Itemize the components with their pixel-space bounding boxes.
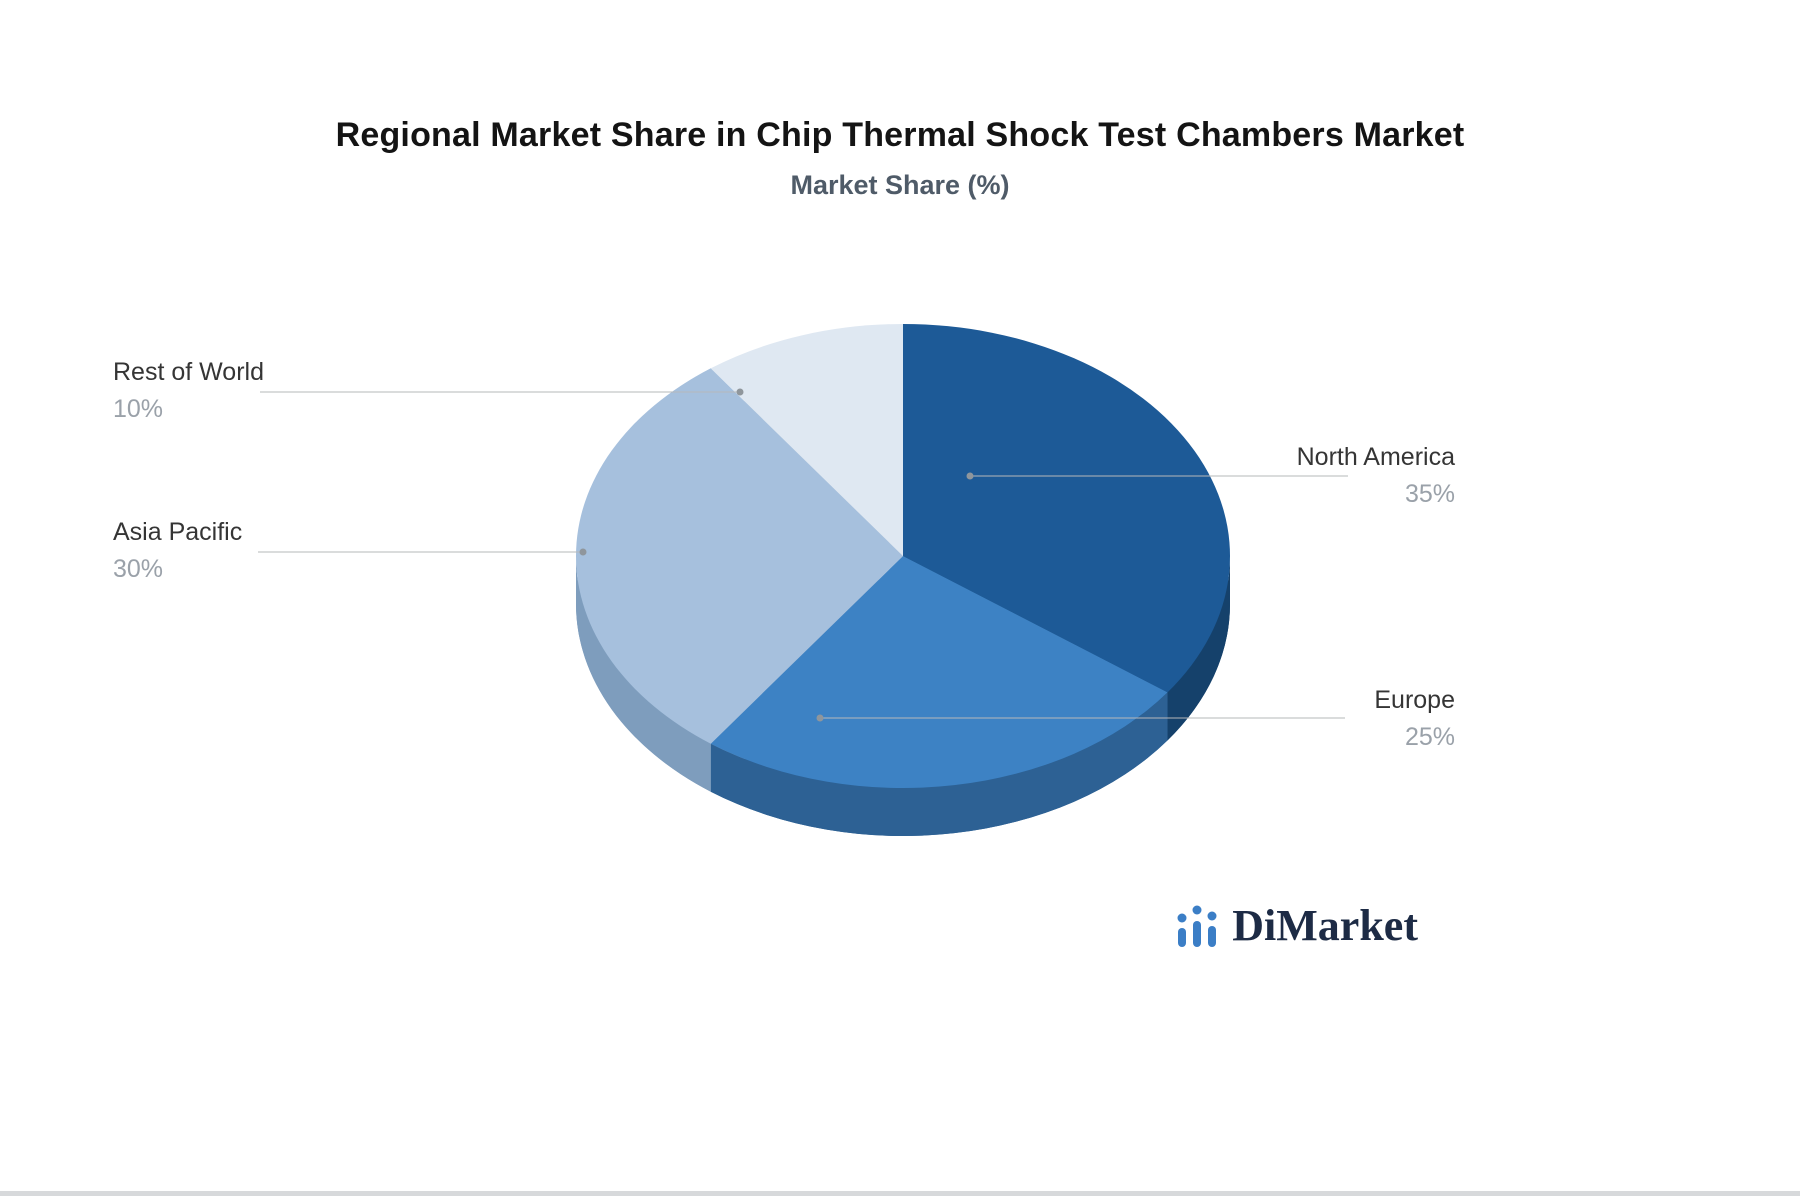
bottom-divider	[0, 1191, 1800, 1196]
callout-label: Asia Pacific	[113, 518, 243, 546]
callout-value: 25%	[1404, 723, 1455, 751]
callout-asia-pacific: Asia Pacific 30%	[113, 518, 242, 583]
slice-north-america	[903, 324, 1231, 693]
brand-name: DiMarket	[1232, 901, 1418, 950]
chart-subtitle: Market Share (%)	[790, 170, 1010, 200]
slice-side-asia-pacific	[576, 556, 711, 792]
callout-europe: Europe 25%	[1374, 686, 1455, 751]
bar-chart-dots-icon	[1177, 905, 1217, 947]
slice-side-north-america	[1167, 556, 1230, 741]
slice-side-europe	[710, 692, 1168, 837]
chart-title: Regional Market Share in Chip Thermal Sh…	[335, 116, 1465, 154]
callout-value: 35%	[1404, 480, 1455, 508]
callout-label: Europe	[1374, 686, 1455, 714]
callout-label: Rest of World	[113, 358, 264, 386]
callout-value: 30%	[113, 555, 164, 583]
dimarket-logo: DiMarket	[1174, 902, 1418, 950]
callout-dot-north-america	[966, 472, 974, 480]
slice-rest-of-world	[710, 324, 903, 556]
callout-dot-rest-of-world	[736, 388, 744, 396]
slice-asia-pacific	[575, 368, 903, 744]
callout-north-america: North America 35%	[1297, 443, 1455, 508]
callout-label: North America	[1296, 443, 1455, 471]
callout-dot-europe	[816, 714, 824, 722]
callout-value: 10%	[113, 395, 164, 423]
slice-europe	[710, 556, 1168, 789]
callout-rest-of-world: Rest of World 10%	[113, 358, 264, 423]
callout-dot-asia-pacific	[579, 548, 587, 556]
